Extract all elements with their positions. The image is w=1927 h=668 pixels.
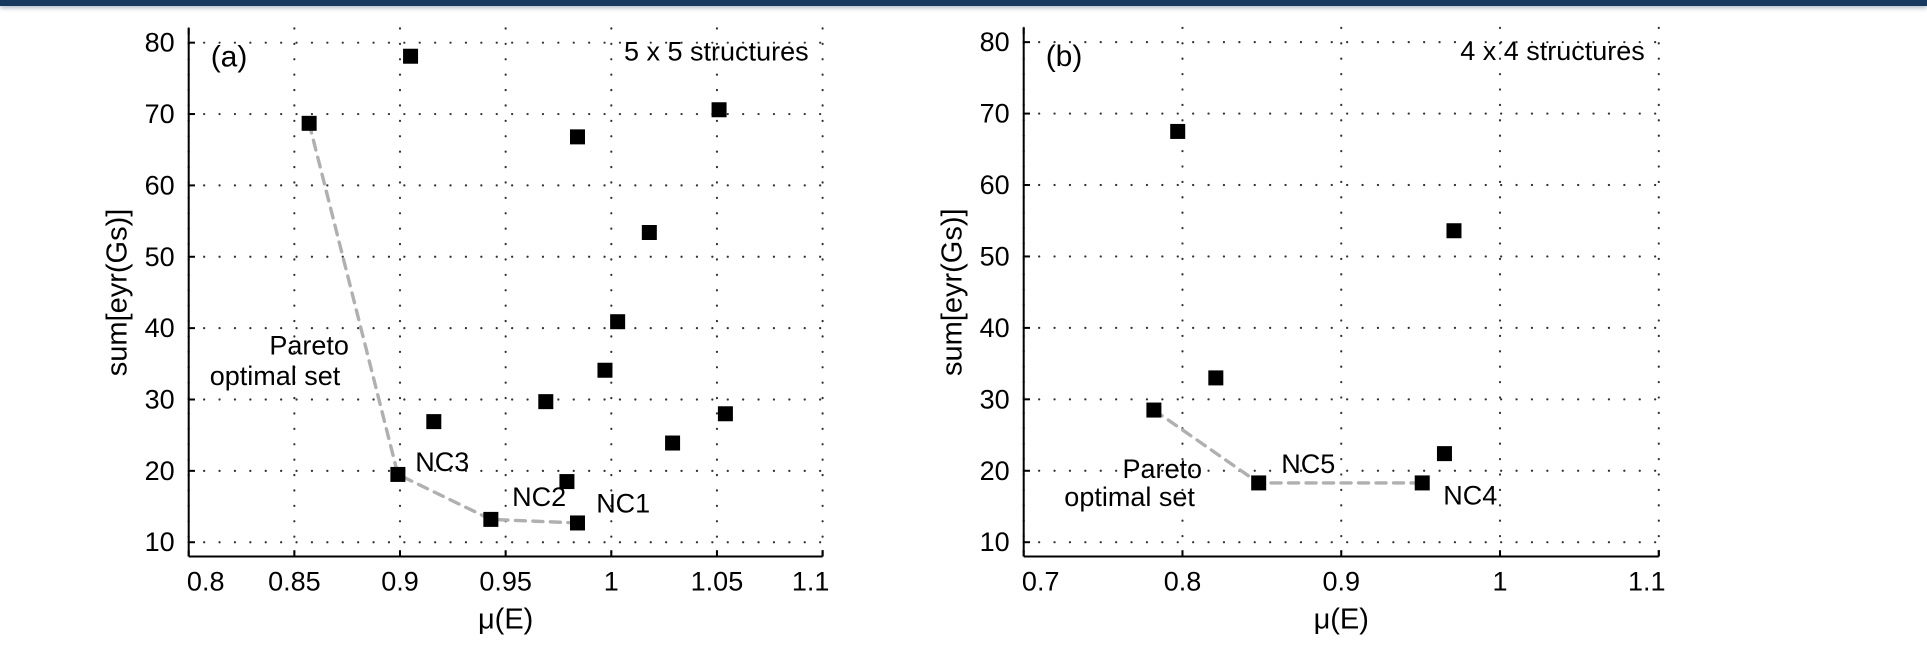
svg-text:1.05: 1.05 [691, 567, 744, 597]
svg-text:NC5: NC5 [1281, 449, 1335, 479]
svg-text:0.8: 0.8 [187, 567, 225, 597]
svg-text:(b): (b) [1046, 40, 1083, 73]
svg-text:μ(E): μ(E) [478, 604, 533, 636]
svg-text:0.8: 0.8 [1164, 567, 1202, 597]
svg-text:(a): (a) [211, 40, 248, 73]
svg-text:1: 1 [604, 567, 619, 597]
svg-text:20: 20 [980, 456, 1010, 486]
svg-text:5 x 5 structures: 5 x 5 structures [624, 36, 809, 66]
svg-text:0.9: 0.9 [381, 567, 419, 597]
svg-text:40: 40 [980, 313, 1010, 343]
svg-text:0.9: 0.9 [1322, 567, 1360, 597]
svg-text:4 x 4 structures: 4 x 4 structures [1460, 36, 1645, 66]
svg-text:μ(E): μ(E) [1314, 604, 1369, 636]
svg-text:sum[eyr(Gs)]: sum[eyr(Gs)] [937, 208, 969, 376]
svg-text:sum[eyr(Gs)]: sum[eyr(Gs)] [102, 209, 134, 377]
svg-text:70: 70 [145, 99, 175, 129]
svg-text:40: 40 [145, 313, 175, 343]
svg-text:NC2: NC2 [512, 482, 566, 512]
svg-text:1.1: 1.1 [1628, 567, 1666, 597]
svg-text:50: 50 [980, 241, 1010, 271]
svg-text:NC4: NC4 [1443, 480, 1497, 510]
svg-text:10: 10 [980, 527, 1010, 557]
svg-text:NC3: NC3 [415, 447, 469, 477]
svg-text:10: 10 [145, 527, 175, 557]
svg-text:0.95: 0.95 [479, 567, 532, 597]
svg-text:Pareto: Pareto [1123, 454, 1203, 484]
svg-text:optimal set: optimal set [210, 361, 341, 391]
svg-text:80: 80 [980, 27, 1010, 57]
svg-text:Pareto: Pareto [269, 330, 349, 360]
svg-text:30: 30 [145, 385, 175, 415]
svg-text:60: 60 [980, 170, 1010, 200]
svg-text:30: 30 [980, 384, 1010, 414]
svg-text:optimal set: optimal set [1064, 482, 1195, 512]
svg-text:1.1: 1.1 [792, 567, 830, 597]
svg-text:20: 20 [145, 456, 175, 486]
svg-text:50: 50 [145, 242, 175, 272]
svg-text:NC1: NC1 [596, 489, 650, 519]
svg-text:80: 80 [145, 28, 175, 58]
svg-text:1: 1 [1493, 567, 1508, 597]
svg-text:0.7: 0.7 [1022, 567, 1060, 597]
svg-text:60: 60 [145, 170, 175, 200]
svg-text:0.85: 0.85 [268, 567, 321, 597]
svg-text:70: 70 [980, 99, 1010, 129]
